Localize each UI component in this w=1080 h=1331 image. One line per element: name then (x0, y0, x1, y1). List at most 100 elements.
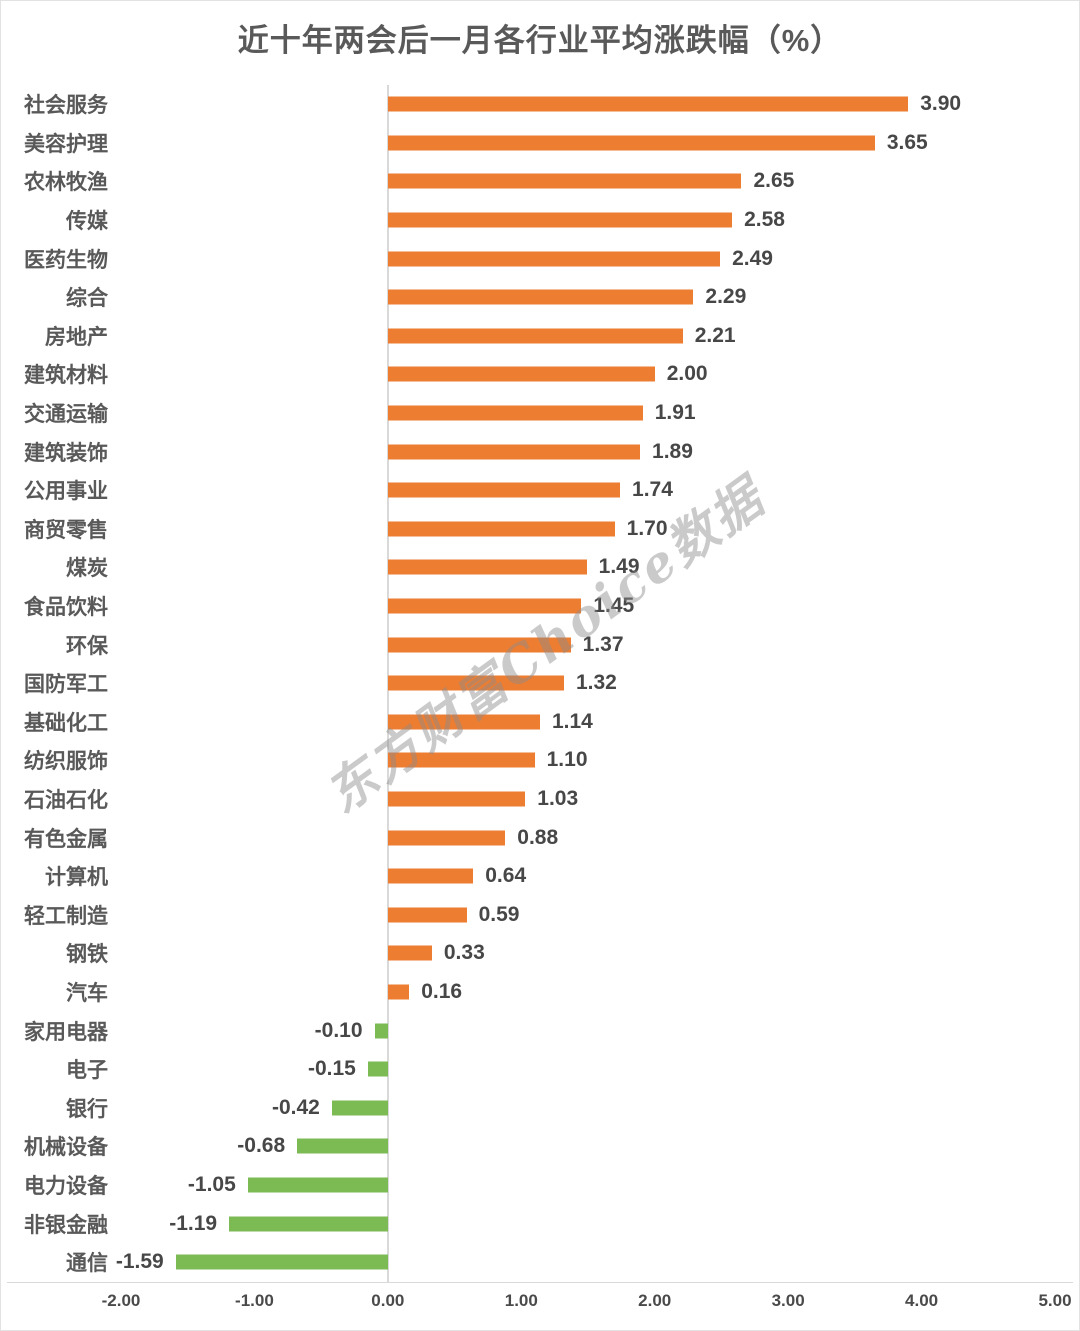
value-label: -1.05 (187, 1172, 236, 1196)
bar-row: 纺织服饰 1.10 (1, 741, 1079, 780)
bar (387, 482, 620, 498)
bar (387, 598, 582, 614)
category-label: 基础化工 (24, 711, 108, 735)
axis-tick-label: 2.00 (638, 1291, 672, 1310)
bar-row: 环保 1.37 (1, 625, 1079, 664)
bar-row: 非银金融 -1.19 (1, 1204, 1079, 1243)
bar-area: -0.10 (121, 1011, 1055, 1050)
category-label: 农林牧渔 (24, 171, 108, 195)
bar (387, 405, 643, 421)
bar-row: 电力设备 -1.05 (1, 1166, 1079, 1205)
bar-row: 有色金属 0.88 (1, 818, 1079, 857)
bar-area: 2.21 (121, 317, 1055, 356)
bar-row: 通信 -1.59 (1, 1243, 1079, 1282)
category-label: 医药生物 (24, 248, 108, 272)
bar (331, 1100, 388, 1116)
bar-row: 煤炭 1.49 (1, 548, 1079, 587)
bar (387, 714, 540, 730)
bar (387, 328, 683, 344)
bar-area: 1.49 (121, 548, 1055, 587)
category-label: 综合 (66, 287, 108, 311)
value-label: 0.33 (443, 941, 485, 965)
bar (387, 173, 742, 189)
value-label: 1.03 (537, 786, 579, 810)
bar-row: 汽车 0.16 (1, 973, 1079, 1012)
bar-row: 交通运输 1.91 (1, 394, 1079, 433)
bar-row: 综合 2.29 (1, 278, 1079, 317)
value-label: 3.90 (920, 92, 962, 116)
value-label: -0.42 (271, 1095, 320, 1119)
bar (387, 637, 571, 653)
bar-row: 石油石化 1.03 (1, 780, 1079, 819)
category-label: 计算机 (45, 866, 108, 890)
bar (367, 1061, 388, 1077)
bar-area: -1.59 (116, 1243, 1055, 1282)
bar (387, 791, 526, 807)
category-label: 社会服务 (24, 94, 108, 118)
bar-row: 钢铁 0.33 (1, 934, 1079, 973)
x-axis-ticks: -2.00 -1.00 0.00 1.00 2.00 3.00 4.00 5.00 (1, 1291, 1079, 1321)
bar-area: 1.03 (121, 780, 1055, 819)
bar-area: 3.90 (121, 85, 1055, 124)
category-label: 银行 (66, 1097, 108, 1121)
bar-area: 1.45 (121, 587, 1055, 626)
bar (387, 830, 506, 846)
bar (387, 135, 875, 151)
axis-tick-label: 5.00 (1038, 1291, 1072, 1310)
bar-row: 轻工制造 0.59 (1, 895, 1079, 934)
bar-area: 0.33 (121, 934, 1055, 973)
category-label: 纺织服饰 (24, 750, 108, 774)
value-label: 0.64 (485, 864, 527, 888)
value-label: -1.19 (169, 1211, 218, 1235)
value-label: 1.14 (551, 709, 593, 733)
category-label: 通信 (66, 1252, 108, 1276)
bar-area: 0.16 (121, 973, 1055, 1012)
bar-row: 医药生物 2.49 (1, 239, 1079, 278)
value-label: 3.65 (886, 130, 928, 154)
axis-tick-label: 1.00 (504, 1291, 538, 1310)
value-label: 2.49 (732, 246, 773, 270)
axis-tick-label: -2.00 (101, 1291, 141, 1310)
bar (297, 1138, 388, 1154)
bars-container: 社会服务 3.90 美容护理 3.65 农林牧渔 2.65 传媒 2.58 医药生物 2.49 综合… (1, 85, 1079, 1281)
x-axis-line (7, 1282, 1073, 1283)
bar-area: 0.64 (121, 857, 1055, 896)
bar-row: 基础化工 1.14 (1, 703, 1079, 742)
value-label: 2.21 (694, 323, 736, 347)
bar-area: -0.15 (121, 1050, 1055, 1089)
bar (387, 752, 535, 768)
bar (387, 366, 655, 382)
value-label: 1.91 (654, 401, 696, 425)
category-label: 建筑材料 (24, 364, 108, 388)
category-label: 国防军工 (24, 673, 108, 697)
category-label: 石油石化 (24, 788, 108, 812)
category-label: 电子 (66, 1059, 108, 1083)
bar-row: 国防军工 1.32 (1, 664, 1079, 703)
value-label: -0.68 (237, 1134, 286, 1158)
bar-row: 房地产 2.21 (1, 317, 1079, 356)
value-label: -1.59 (115, 1250, 164, 1274)
category-label: 煤炭 (66, 557, 108, 581)
bar-row: 机械设备 -0.68 (1, 1127, 1079, 1166)
category-label: 有色金属 (24, 827, 108, 851)
bar (387, 675, 564, 691)
bar-area: 0.88 (121, 818, 1055, 857)
bar (229, 1216, 388, 1232)
bar (387, 907, 467, 923)
value-label: 2.58 (744, 208, 785, 232)
bar (247, 1177, 388, 1193)
axis-tick-label: -1.00 (235, 1291, 274, 1310)
value-label: 0.88 (517, 825, 559, 849)
bar-area: 1.91 (121, 394, 1055, 433)
value-label: 1.32 (575, 671, 617, 695)
category-label: 公用事业 (24, 480, 108, 504)
bar-row: 商贸零售 1.70 (1, 510, 1079, 549)
chart-title: 近十年两会后一月各行业平均涨跌幅（%） (237, 23, 843, 58)
bar (387, 444, 641, 460)
bar (387, 984, 410, 1000)
axis-tick-label: 4.00 (905, 1291, 939, 1310)
bar-area: 2.49 (121, 239, 1055, 278)
value-label: 1.37 (582, 632, 624, 656)
bar (387, 521, 615, 537)
